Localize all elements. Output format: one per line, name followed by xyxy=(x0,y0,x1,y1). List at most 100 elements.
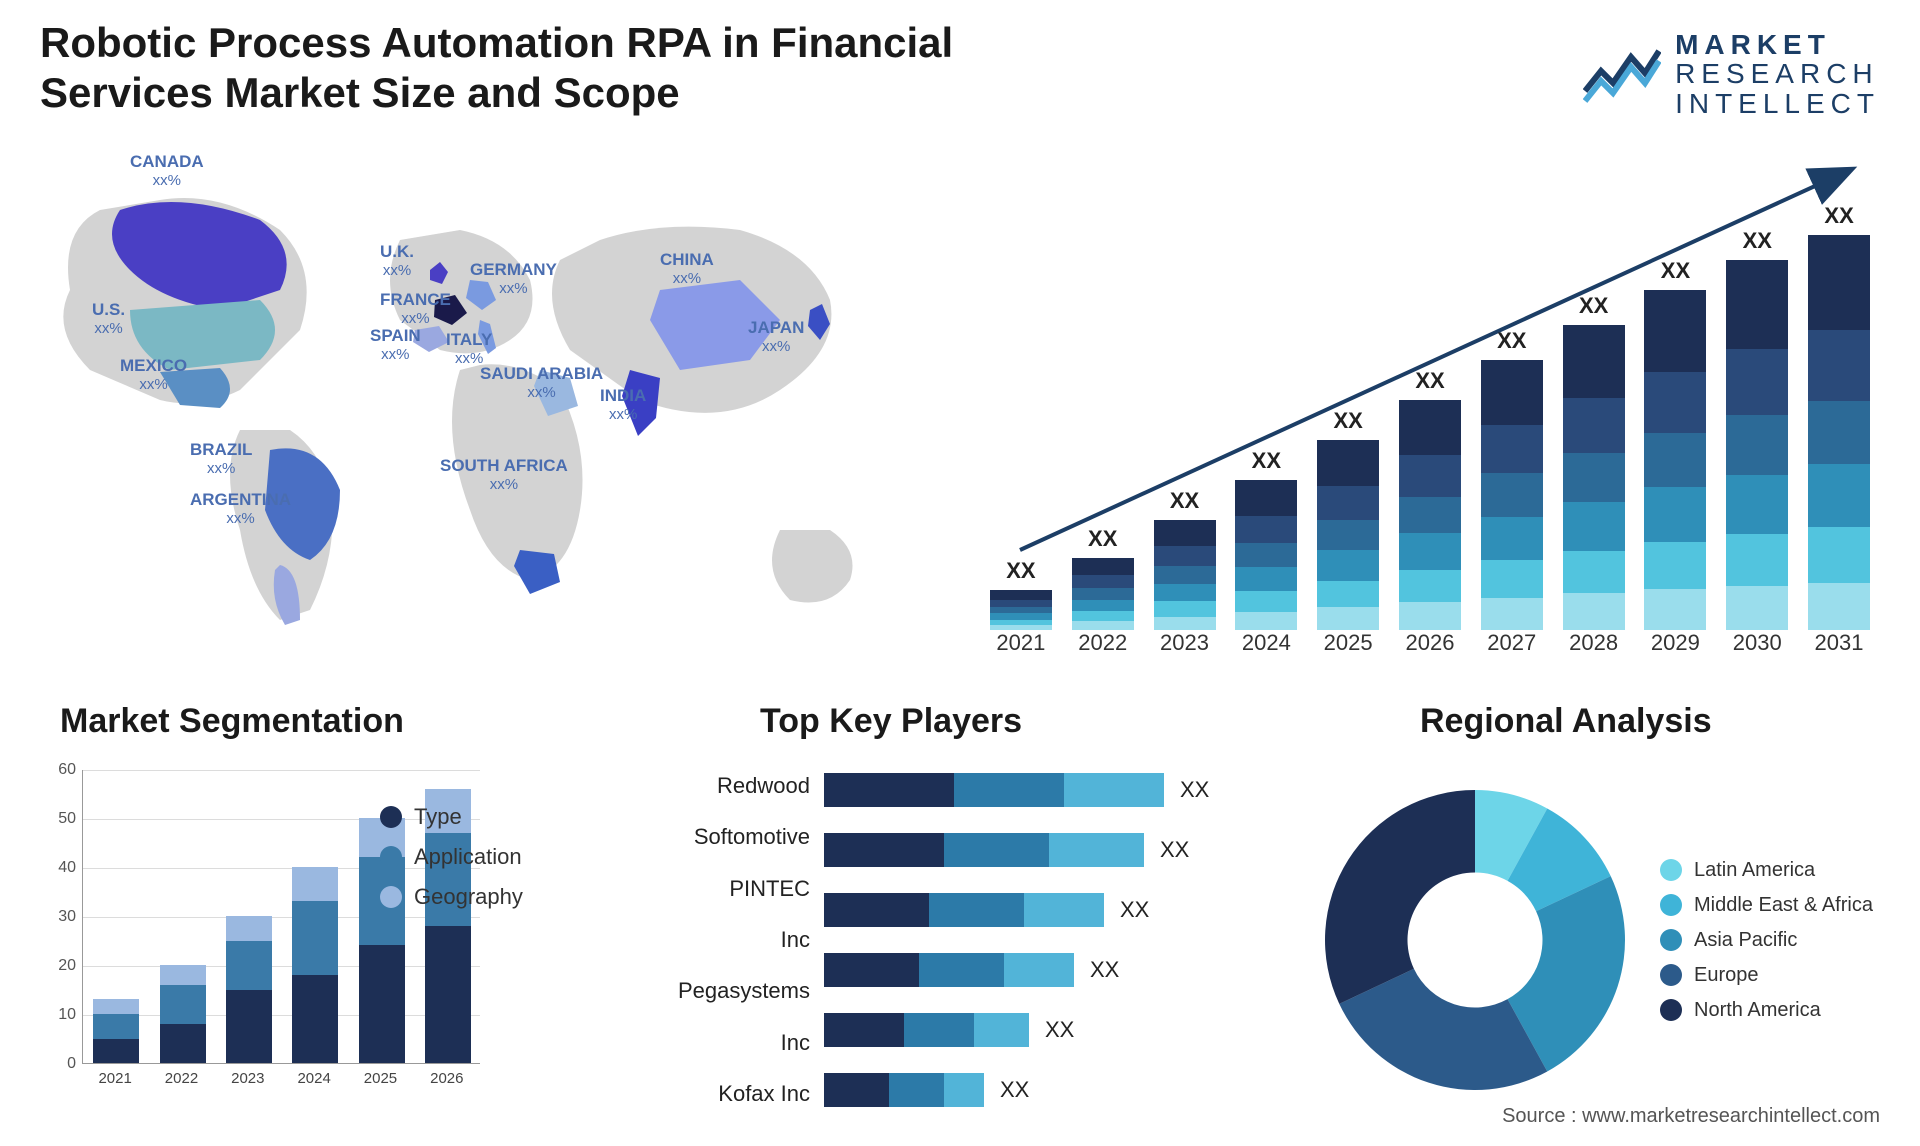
brand-logo: MARKET RESEARCH INTELLECT xyxy=(1583,30,1880,118)
map-label: JAPANxx% xyxy=(748,318,804,355)
x-tick: 2023 xyxy=(215,1064,281,1100)
bar-value-label: XX xyxy=(1154,488,1216,514)
player-label: Kofax Inc xyxy=(630,1081,810,1107)
bar-column xyxy=(1317,440,1379,630)
player-label: Softomotive xyxy=(630,824,810,850)
map-label: ITALYxx% xyxy=(446,330,492,367)
map-label: SAUDI ARABIAxx% xyxy=(480,364,603,401)
y-tick: 0 xyxy=(40,1055,76,1073)
bar-value-label: XX xyxy=(1399,368,1461,394)
world-map-svg xyxy=(40,150,940,690)
bar-column xyxy=(1072,558,1134,630)
y-tick: 10 xyxy=(40,1006,76,1024)
player-row: XX xyxy=(824,1013,1270,1047)
x-tick: 2027 xyxy=(1471,630,1553,670)
segmentation-legend: Type Application Geography xyxy=(380,790,580,924)
map-label: BRAZILxx% xyxy=(190,440,252,477)
logo-line3: INTELLECT xyxy=(1675,89,1880,118)
map-label: U.K.xx% xyxy=(380,242,414,279)
map-label: MEXICOxx% xyxy=(120,356,187,393)
map-label: ARGENTINAxx% xyxy=(190,490,291,527)
bar-column xyxy=(1154,520,1216,630)
bar-column xyxy=(1808,235,1870,630)
x-tick: 2030 xyxy=(1716,630,1798,670)
bar-value-label: XX xyxy=(1644,258,1706,284)
y-tick: 50 xyxy=(40,810,76,828)
bar-column xyxy=(160,965,206,1063)
x-tick: 2026 xyxy=(1389,630,1471,670)
map-label: GERMANYxx% xyxy=(470,260,557,297)
bar-value-label: XX xyxy=(1317,408,1379,434)
map-label: CHINAxx% xyxy=(660,250,714,287)
player-value: XX xyxy=(1180,777,1209,803)
x-tick: 2022 xyxy=(1062,630,1144,670)
player-value: XX xyxy=(1000,1077,1029,1103)
y-tick: 30 xyxy=(40,908,76,926)
bar-value-label: XX xyxy=(1563,293,1625,319)
bar-column xyxy=(1399,400,1461,630)
player-row: XX xyxy=(824,1073,1270,1107)
legend-item: Asia Pacific xyxy=(1660,929,1873,952)
player-row: XX xyxy=(824,833,1270,867)
donut-slice xyxy=(1325,790,1475,1004)
bar-column xyxy=(1481,360,1543,630)
y-tick: 40 xyxy=(40,859,76,877)
player-label: Inc xyxy=(630,927,810,953)
bar-column xyxy=(1726,260,1788,630)
legend-item: Latin America xyxy=(1660,859,1873,882)
legend-item: Geography xyxy=(380,884,580,910)
segmentation-title: Market Segmentation xyxy=(60,702,404,741)
y-tick: 20 xyxy=(40,957,76,975)
x-tick: 2022 xyxy=(148,1064,214,1100)
x-tick: 2024 xyxy=(1225,630,1307,670)
player-row: XX xyxy=(824,773,1270,807)
player-label: Redwood xyxy=(630,773,810,799)
x-tick: 2028 xyxy=(1553,630,1635,670)
bar-value-label: XX xyxy=(1481,328,1543,354)
regional-title: Regional Analysis xyxy=(1420,702,1712,741)
world-map: CANADAxx% U.S.xx% MEXICOxx% BRAZILxx% ARGENT… xyxy=(40,150,940,690)
player-value: XX xyxy=(1090,957,1119,983)
bar-column xyxy=(990,590,1052,630)
x-tick: 2026 xyxy=(414,1064,480,1100)
logo-line1: MARKET xyxy=(1675,30,1880,59)
x-tick: 2024 xyxy=(281,1064,347,1100)
legend-item: Middle East & Africa xyxy=(1660,894,1873,917)
x-tick: 2029 xyxy=(1635,630,1717,670)
x-tick: 2023 xyxy=(1144,630,1226,670)
map-label: INDIAxx% xyxy=(600,386,646,423)
regional-donut: Latin America Middle East & Africa Asia Pa… xyxy=(1320,760,1890,1120)
bar-value-label: XX xyxy=(1808,203,1870,229)
players-title: Top Key Players xyxy=(760,702,1022,741)
y-tick: 60 xyxy=(40,761,76,779)
logo-line2: RESEARCH xyxy=(1675,59,1880,88)
bar-value-label: XX xyxy=(1235,448,1297,474)
bar-column xyxy=(1563,325,1625,630)
bar-value-label: XX xyxy=(990,558,1052,584)
x-tick: 2031 xyxy=(1798,630,1880,670)
map-label: SPAINxx% xyxy=(370,326,421,363)
legend-item: Application xyxy=(380,844,580,870)
logo-icon xyxy=(1583,43,1661,105)
player-label: PINTEC xyxy=(630,876,810,902)
bar-value-label: XX xyxy=(1072,526,1134,552)
player-value: XX xyxy=(1120,897,1149,923)
growth-bar-chart: XXXXXXXXXXXXXXXXXXXXXX 20212022202320242… xyxy=(980,150,1880,670)
player-value: XX xyxy=(1045,1017,1074,1043)
players-chart: RedwoodSoftomotivePINTECIncPegasystemsIn… xyxy=(630,760,1270,1120)
bar-column xyxy=(1235,480,1297,630)
bar-column xyxy=(1644,290,1706,630)
bar-column xyxy=(292,867,338,1063)
legend-item: Type xyxy=(380,804,580,830)
x-tick: 2025 xyxy=(347,1064,413,1100)
legend-item: North America xyxy=(1660,999,1873,1022)
player-label: Inc xyxy=(630,1030,810,1056)
map-label: SOUTH AFRICAxx% xyxy=(440,456,568,493)
bar-value-label: XX xyxy=(1726,228,1788,254)
bar-column xyxy=(93,999,139,1063)
map-label: CANADAxx% xyxy=(130,152,204,189)
map-label: U.S.xx% xyxy=(92,300,125,337)
page-title: Robotic Process Automation RPA in Financ… xyxy=(40,18,1080,117)
source-text: Source : www.marketresearchintellect.com xyxy=(1502,1105,1880,1128)
bar-column xyxy=(226,916,272,1063)
